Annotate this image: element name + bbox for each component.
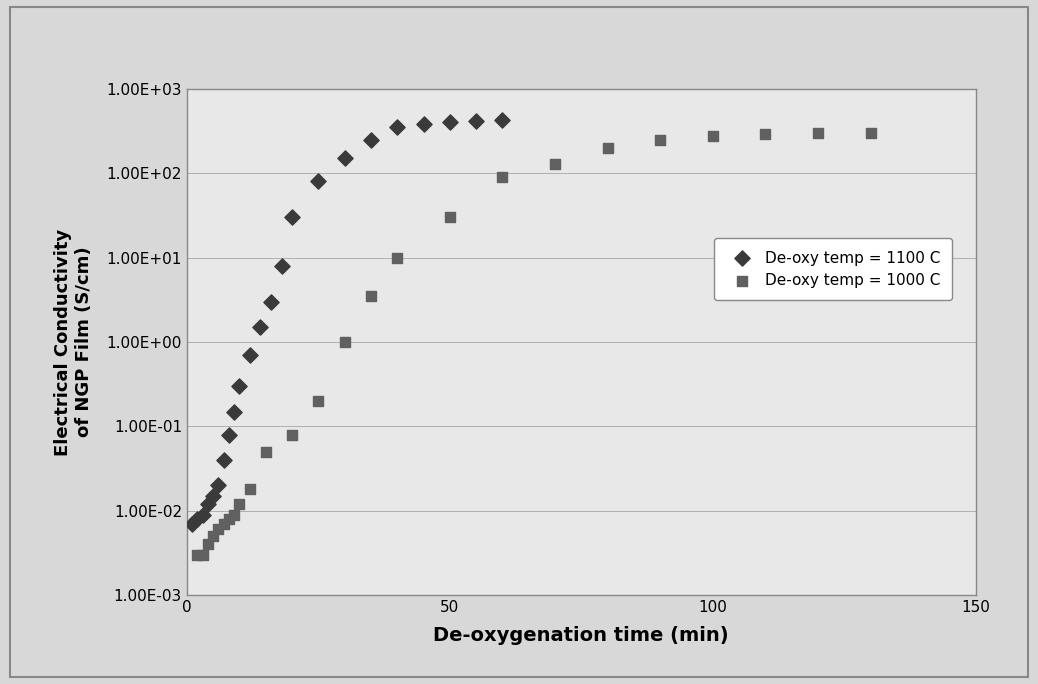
- De-oxy temp = 1000 C: [242, 484, 258, 495]
- De-oxy temp = 1000 C: [705, 130, 721, 141]
- De-oxy temp = 1000 C: [189, 549, 206, 560]
- De-oxy temp = 1100 C: [210, 480, 226, 491]
- De-oxy temp = 1100 C: [494, 114, 511, 125]
- De-oxy temp = 1000 C: [221, 514, 238, 525]
- De-oxy temp = 1000 C: [389, 252, 406, 263]
- De-oxy temp = 1000 C: [210, 524, 226, 535]
- De-oxy temp = 1100 C: [263, 296, 279, 307]
- De-oxy temp = 1100 C: [215, 454, 231, 465]
- De-oxy temp = 1000 C: [757, 128, 773, 139]
- De-oxy temp = 1000 C: [215, 518, 231, 529]
- De-oxy temp = 1000 C: [441, 212, 458, 223]
- De-oxy temp = 1000 C: [199, 539, 216, 550]
- De-oxy temp = 1000 C: [231, 499, 248, 510]
- De-oxy temp = 1000 C: [652, 134, 668, 145]
- De-oxy temp = 1000 C: [547, 158, 564, 169]
- De-oxy temp = 1000 C: [283, 429, 300, 440]
- De-oxy temp = 1100 C: [242, 350, 258, 360]
- De-oxy temp = 1000 C: [863, 127, 879, 138]
- De-oxy temp = 1100 C: [389, 122, 406, 133]
- De-oxy temp = 1000 C: [310, 395, 327, 406]
- De-oxy temp = 1100 C: [273, 261, 290, 272]
- De-oxy temp = 1000 C: [226, 509, 243, 520]
- De-oxy temp = 1100 C: [199, 499, 216, 510]
- De-oxy temp = 1000 C: [204, 531, 221, 542]
- De-oxy temp = 1100 C: [362, 134, 379, 145]
- De-oxy temp = 1100 C: [415, 119, 432, 130]
- De-oxy temp = 1100 C: [468, 115, 485, 126]
- De-oxy temp = 1100 C: [441, 117, 458, 128]
- De-oxy temp = 1000 C: [494, 172, 511, 183]
- De-oxy temp = 1100 C: [184, 518, 200, 529]
- X-axis label: De-oxygenation time (min): De-oxygenation time (min): [434, 626, 729, 645]
- De-oxy temp = 1000 C: [599, 142, 616, 153]
- De-oxy temp = 1100 C: [194, 509, 211, 520]
- De-oxy temp = 1100 C: [283, 212, 300, 223]
- De-oxy temp = 1100 C: [189, 514, 206, 525]
- Legend: De-oxy temp = 1100 C, De-oxy temp = 1000 C: De-oxy temp = 1100 C, De-oxy temp = 1000…: [714, 238, 952, 300]
- De-oxy temp = 1000 C: [362, 291, 379, 302]
- De-oxy temp = 1100 C: [310, 176, 327, 187]
- De-oxy temp = 1100 C: [204, 490, 221, 501]
- De-oxy temp = 1100 C: [231, 380, 248, 391]
- De-oxy temp = 1000 C: [336, 337, 353, 347]
- De-oxy temp = 1100 C: [221, 429, 238, 440]
- De-oxy temp = 1100 C: [226, 406, 243, 417]
- De-oxy temp = 1000 C: [257, 446, 274, 457]
- De-oxy temp = 1100 C: [252, 321, 269, 332]
- De-oxy temp = 1100 C: [336, 153, 353, 164]
- De-oxy temp = 1000 C: [194, 549, 211, 560]
- Y-axis label: Electrical Conductivity
of NGP Film (S/cm): Electrical Conductivity of NGP Film (S/c…: [54, 228, 92, 456]
- De-oxy temp = 1000 C: [810, 127, 826, 138]
